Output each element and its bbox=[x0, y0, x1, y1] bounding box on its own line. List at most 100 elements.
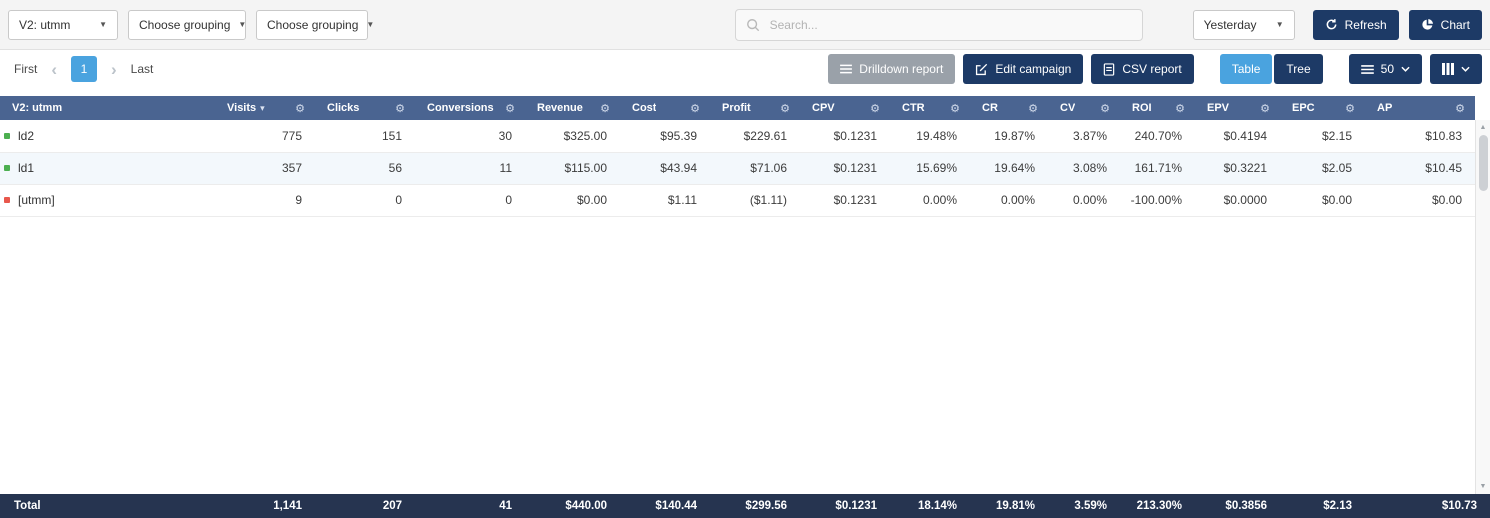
cell-epv: $0.0000 bbox=[1195, 184, 1280, 217]
column-label: AP bbox=[1377, 102, 1393, 114]
column-settings-gear-icon[interactable]: ⚙ bbox=[395, 102, 405, 115]
column-header-cpv[interactable]: CPV ⚙ bbox=[800, 96, 890, 120]
scroll-down-icon[interactable]: ▼ bbox=[1479, 483, 1487, 490]
column-header-roi[interactable]: ROI ⚙ bbox=[1120, 96, 1195, 120]
column-settings-gear-icon[interactable]: ⚙ bbox=[295, 102, 305, 115]
grouping-select-2[interactable]: Choose grouping ▼ bbox=[256, 9, 374, 40]
cell-cr: 0.00% bbox=[970, 184, 1048, 217]
grouping-select-1[interactable]: Choose grouping ▼ bbox=[128, 9, 246, 40]
column-label: EPV bbox=[1207, 102, 1230, 114]
column-header-profit[interactable]: Profit ⚙ bbox=[710, 96, 800, 120]
chart-button[interactable]: Chart bbox=[1408, 9, 1482, 40]
total-cr: 19.81% bbox=[970, 494, 1048, 518]
columns-dropdown[interactable] bbox=[1430, 54, 1482, 84]
edit-campaign-button[interactable]: Edit campaign bbox=[963, 54, 1084, 84]
cell-ctr: 19.48% bbox=[890, 120, 970, 153]
column-settings-gear-icon[interactable]: ⚙ bbox=[780, 102, 790, 115]
chevron-left-icon[interactable]: ‹ bbox=[51, 59, 57, 79]
view-table-button[interactable]: Table bbox=[1219, 54, 1273, 84]
grouping-select-1-value: Choose grouping bbox=[139, 17, 231, 32]
campaign-select[interactable]: V2: utmm ▼ bbox=[8, 9, 118, 40]
column-header-epv[interactable]: EPV ⚙ bbox=[1195, 96, 1280, 120]
status-indicator bbox=[4, 165, 10, 171]
column-settings-gear-icon[interactable]: ⚙ bbox=[1455, 102, 1465, 115]
refresh-button[interactable]: Refresh bbox=[1312, 9, 1399, 40]
drilldown-report-button[interactable]: Drilldown report bbox=[828, 54, 956, 84]
cell-cv: 0.00% bbox=[1048, 184, 1120, 217]
cell-profit: $71.06 bbox=[710, 152, 800, 185]
chart-button-label: Chart bbox=[1440, 17, 1470, 32]
column-header-cost[interactable]: Cost ⚙ bbox=[620, 96, 710, 120]
column-header-ctr[interactable]: CTR ⚙ bbox=[890, 96, 970, 120]
cell-revenue: $0.00 bbox=[525, 184, 620, 217]
chevron-right-icon[interactable]: › bbox=[111, 59, 117, 79]
total-row: Total 1,141 207 41 $440.00 $140.44 $299.56 $0.1… bbox=[0, 494, 1490, 518]
scrollbar-thumb[interactable] bbox=[1478, 135, 1488, 191]
column-settings-gear-icon[interactable]: ⚙ bbox=[600, 102, 610, 115]
column-header-ap[interactable]: AP ⚙ bbox=[1365, 96, 1475, 120]
pagination-last[interactable]: Last bbox=[130, 62, 154, 76]
csv-file-icon bbox=[1103, 62, 1115, 76]
cell-roi: 161.71% bbox=[1120, 152, 1195, 185]
rows-per-page-dropdown[interactable]: 50 bbox=[1348, 54, 1422, 84]
total-cost: $140.44 bbox=[620, 494, 710, 518]
pagination-first[interactable]: First bbox=[14, 62, 38, 76]
table-row[interactable]: [utmm] 9 0 0 $0.00 $1.11 ($1.11) $0.1231 0.00% 0.… bbox=[0, 184, 1475, 217]
total-epc: $2.13 bbox=[1280, 494, 1365, 518]
view-tree-button[interactable]: Tree bbox=[1274, 54, 1323, 84]
total-clicks: 207 bbox=[315, 494, 415, 518]
column-settings-gear-icon[interactable]: ⚙ bbox=[950, 102, 960, 115]
column-header-epc[interactable]: EPC ⚙ bbox=[1280, 96, 1365, 120]
cell-roi: 240.70% bbox=[1120, 120, 1195, 153]
cell-clicks: 56 bbox=[315, 152, 415, 185]
scroll-up-icon[interactable]: ▲ bbox=[1479, 124, 1487, 131]
column-settings-gear-icon[interactable]: ⚙ bbox=[1100, 102, 1110, 115]
search-box bbox=[734, 8, 1143, 41]
column-settings-gear-icon[interactable]: ⚙ bbox=[1175, 102, 1185, 115]
view-switcher: Table Tree bbox=[1219, 54, 1323, 84]
edit-campaign-label: Edit campaign bbox=[995, 62, 1072, 76]
cell-cv: 3.08% bbox=[1048, 152, 1120, 185]
status-indicator bbox=[4, 197, 10, 203]
column-header-cr[interactable]: CR ⚙ bbox=[970, 96, 1048, 120]
search-input[interactable] bbox=[767, 16, 1132, 33]
cell-cost: $95.39 bbox=[620, 120, 710, 153]
column-label: CTR bbox=[902, 102, 925, 114]
column-settings-gear-icon[interactable]: ⚙ bbox=[1345, 102, 1355, 115]
vertical-scrollbar[interactable]: ▲ ▼ bbox=[1475, 120, 1490, 494]
csv-report-button[interactable]: CSV report bbox=[1091, 54, 1194, 84]
column-settings-gear-icon[interactable]: ⚙ bbox=[870, 102, 880, 115]
chevron-down-icon bbox=[1461, 66, 1470, 72]
column-label: Profit bbox=[722, 102, 751, 114]
column-settings-gear-icon[interactable]: ⚙ bbox=[505, 102, 515, 115]
row-name: [utmm] bbox=[18, 193, 55, 207]
column-header-revenue[interactable]: Revenue ⚙ bbox=[525, 96, 620, 120]
cell-clicks: 0 bbox=[315, 184, 415, 217]
caret-down-icon: ▼ bbox=[366, 19, 375, 29]
page-1-button[interactable]: 1 bbox=[71, 56, 97, 82]
total-epv: $0.3856 bbox=[1195, 494, 1280, 518]
column-settings-gear-icon[interactable]: ⚙ bbox=[1028, 102, 1038, 115]
table-row[interactable]: ld2 775 151 30 $325.00 $95.39 $229.61 $0.1231 19… bbox=[0, 120, 1475, 153]
cell-ap: $10.45 bbox=[1365, 152, 1475, 185]
column-settings-gear-icon[interactable]: ⚙ bbox=[690, 102, 700, 115]
column-settings-gear-icon[interactable]: ⚙ bbox=[1260, 102, 1270, 115]
refresh-button-label: Refresh bbox=[1344, 17, 1387, 32]
status-indicator bbox=[4, 132, 10, 139]
cell-cpv: $0.1231 bbox=[800, 152, 890, 185]
total-ap: $10.73 bbox=[1365, 494, 1490, 518]
row-name: ld2 bbox=[18, 128, 35, 143]
column-header-visits[interactable]: Visits ▾ ⚙ bbox=[215, 96, 315, 120]
actions-bar: First ‹ 1 › Last Drilldown report bbox=[0, 50, 1490, 88]
column-header-cv[interactable]: CV ⚙ bbox=[1048, 96, 1120, 120]
date-range-select[interactable]: Yesterday ▼ bbox=[1192, 9, 1295, 40]
table-row[interactable]: ld1 357 56 11 $115.00 $43.94 $71.06 $0.1231 15.6… bbox=[0, 152, 1475, 185]
caret-down-icon: ▼ bbox=[1275, 19, 1284, 29]
csv-report-label: CSV report bbox=[1122, 62, 1182, 76]
column-header-conversions[interactable]: Conversions ⚙ bbox=[415, 96, 525, 120]
cell-name: ld1 bbox=[0, 152, 215, 185]
total-grid: Total 1,141 207 41 $440.00 $140.44 $299.56 $0.1… bbox=[0, 494, 1490, 518]
column-header-name[interactable]: V2: utmm bbox=[0, 96, 215, 120]
column-header-clicks[interactable]: Clicks ⚙ bbox=[315, 96, 415, 120]
drilldown-report-label: Drilldown report bbox=[859, 62, 944, 76]
